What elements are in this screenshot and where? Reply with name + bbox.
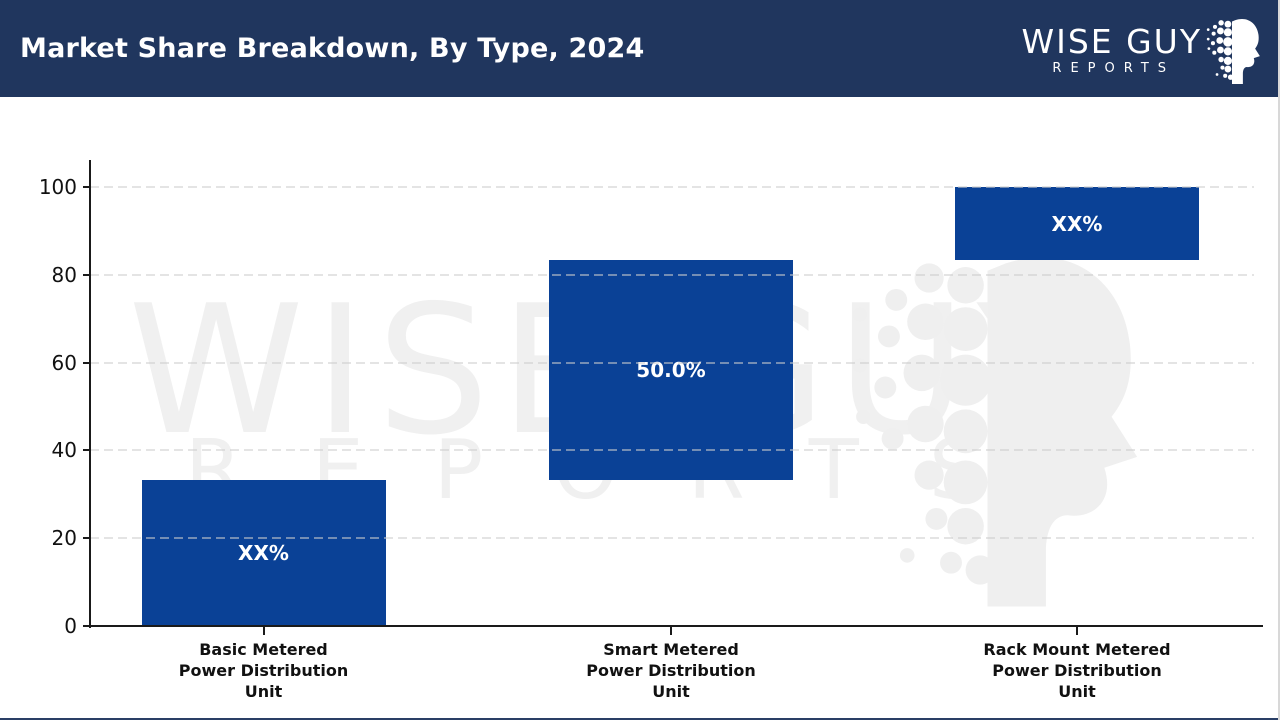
y-tick-label: 80 — [51, 262, 77, 287]
y-axis — [89, 160, 91, 628]
y-gridline — [90, 361, 1254, 364]
bar-value-label: XX% — [238, 540, 289, 565]
y-gridline — [90, 537, 1254, 540]
logo-face-icon — [1198, 12, 1266, 88]
bar-segment: 50.0% — [549, 260, 793, 480]
y-tick-label: 100 — [38, 175, 77, 199]
x-tick-mark — [1076, 627, 1078, 635]
y-tick-mark — [83, 625, 90, 627]
header-bar: Market Share Breakdown, By Type, 2024 WI… — [0, 0, 1278, 97]
bar-chart: 0 20 40 60 80 100 XX% Basic Metered Power Distr… — [0, 97, 1278, 720]
y-tick-label: 60 — [51, 350, 77, 375]
bar-segment: XX% — [955, 187, 1199, 261]
watermark-face-icon — [805, 228, 1170, 620]
y-tick-label: 20 — [51, 526, 77, 551]
y-tick-label: 40 — [51, 438, 77, 463]
y-tick-mark — [83, 537, 90, 540]
category-label: Basic Metered Power Distribution Unit — [178, 640, 349, 701]
y-gridline — [90, 186, 1254, 188]
logo-text: WISE GUY REPORTS — [1021, 25, 1202, 76]
page-title: Market Share Breakdown, By Type, 2024 — [20, 33, 645, 64]
x-tick-mark — [670, 627, 672, 635]
brand-logo: WISE GUY REPORTS — [1021, 6, 1266, 94]
y-gridline — [90, 273, 1254, 276]
y-tick-mark — [83, 361, 90, 364]
logo-subtitle: REPORTS — [1052, 60, 1176, 76]
y-gridline — [90, 449, 1254, 452]
y-tick-mark — [83, 449, 90, 452]
bar-value-label: XX% — [1051, 211, 1103, 236]
category-label: Smart Metered Power Distribution Unit — [586, 640, 756, 701]
y-tick-label: 0 — [64, 614, 77, 638]
y-tick-mark — [83, 273, 90, 276]
bar-segment: XX% — [141, 479, 386, 626]
x-tick-mark — [262, 627, 265, 635]
x-axis — [89, 625, 1263, 627]
y-tick-mark — [83, 186, 90, 188]
category-label: Rack Mount Metered Power Distribution Un… — [983, 640, 1171, 701]
logo-wordmark: WISE GUY — [1021, 21, 1202, 61]
bottom-edge-line — [0, 718, 1278, 720]
